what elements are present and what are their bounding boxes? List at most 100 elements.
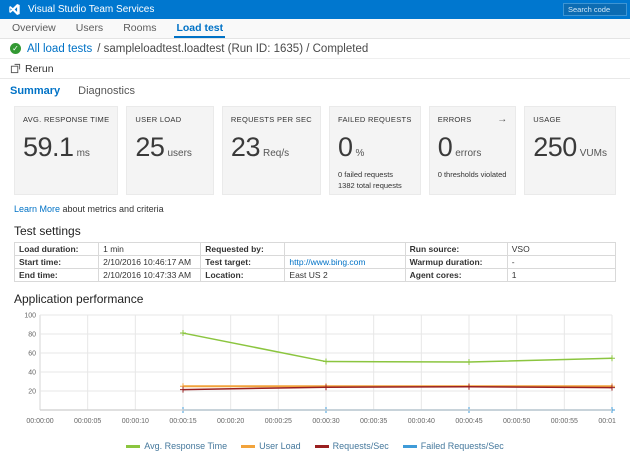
nav-item-overview[interactable]: Overview [12,21,56,34]
setting-value: East US 2 [284,268,406,282]
card-title: ERRORS [437,115,472,124]
svg-text:00:00:35: 00:00:35 [360,418,387,425]
setting-label: Location: [200,268,286,282]
card-subtext: 0 failed requests [338,170,394,179]
card-title: USAGE [533,115,561,124]
card-title: AVG. RESPONSE TIME [23,115,110,124]
product-title: Visual Studio Team Services [28,4,155,15]
test-target-link[interactable]: http://www.bing.com [289,257,366,267]
legend-swatch [126,444,141,448]
rerun-button[interactable]: Rerun [10,63,54,75]
setting-label: Warmup duration: [404,255,508,269]
legend-label: Avg. Response Time [144,441,228,451]
setting-value: 2/10/2016 10:46:17 AM [98,255,202,269]
card-value: 23 [230,132,261,162]
nav-item-rooms[interactable]: Rooms [123,21,157,34]
svg-text:20: 20 [28,389,36,396]
hub-nav: Overview Users Rooms Load test [0,19,630,39]
card-avg-response-time: AVG. RESPONSE TIME 59.1 ms [14,106,119,195]
learn-more-row: Learn More about metrics and criteria [0,195,630,214]
table-row: Start time: 2/10/2016 10:46:17 AM Test t… [13,255,617,269]
rerun-label: Rerun [25,62,54,75]
card-unit: VUMs [579,148,607,159]
svg-text:00:00:10: 00:00:10 [122,418,149,425]
card-user-load: USER LOAD 25 users [126,106,214,195]
test-settings-heading: Test settings [14,224,81,238]
card-errors: ERRORS → 0 errors 0 thresholds violated [428,106,517,195]
card-value: 0 [437,132,453,162]
svg-text:00:00:15: 00:00:15 [169,418,196,425]
svg-text:80: 80 [28,332,36,339]
application-performance-chart: 00:00:00 00:00:05 00:00:10 00:00:15 00:00:20… [24,313,625,426]
toolbar: Rerun [0,59,630,79]
learn-more-text: about metrics and criteria [60,204,164,214]
table-row: Load duration: 1 min Requested by: Run s… [13,242,617,256]
card-unit: Req/s [262,148,290,159]
tab-diagnostics[interactable]: Diagnostics [78,85,135,97]
setting-label: Run source: [404,242,508,256]
setting-label: End time: [13,268,100,282]
legend-item: Avg. Response Time [126,441,227,451]
legend-label: User Load [259,441,301,451]
svg-text:100: 100 [24,313,36,320]
svg-text:00:00:05: 00:00:05 [74,418,101,425]
card-value: 25 [135,132,165,162]
svg-text:00:00:55: 00:00:55 [551,418,578,425]
top-header: Visual Studio Team Services [0,0,630,19]
card-usage: USAGE 250 VUMs [524,106,616,195]
test-settings-table: Load duration: 1 min Requested by: Run s… [13,242,617,282]
nav-item-users[interactable]: Users [75,21,104,34]
setting-value: 1 min [98,242,202,256]
card-unit: ms [76,148,90,159]
card-value: 0 [338,132,353,162]
setting-value [284,242,406,256]
card-value: 59.1 [23,132,74,162]
errors-drilldown-arrow-icon[interactable]: → [497,114,508,125]
card-subtext: 1382 total requests [338,180,402,190]
setting-label: Agent cores: [404,268,508,282]
svg-text:00:00:25: 00:00:25 [265,418,292,425]
legend-item: Requests/Sec [314,441,389,451]
legend-item: User Load [241,441,301,451]
success-check-icon: ✓ [10,43,21,54]
legend-label: Requests/Sec [332,441,389,451]
svg-text:00:00:45: 00:00:45 [455,418,482,425]
result-tabs: Summary Diagnostics [0,79,630,101]
card-title: FAILED REQUESTS [338,115,412,124]
legend-swatch [314,444,329,448]
setting-label: Test target: [200,255,286,269]
visual-studio-logo [9,3,20,16]
card-requests-per-sec: REQUESTS PER SEC 23 Req/s [221,106,321,195]
legend-swatch [402,444,417,448]
breadcrumb-all-load-tests-link[interactable]: All load tests [27,42,93,55]
chart-container: 00:00:00 00:00:05 00:00:10 00:00:15 00:00:20… [14,310,625,452]
setting-value: 1 [506,268,617,282]
search-input[interactable] [563,3,627,16]
metric-cards: AVG. RESPONSE TIME 59.1 ms USER LOAD 25 … [0,101,630,195]
nav-item-load-test[interactable]: Load test [174,19,226,38]
svg-text:00:00:20: 00:00:20 [217,418,244,425]
card-title: USER LOAD [135,115,182,124]
card-unit: % [355,148,365,159]
card-title: REQUESTS PER SEC [230,115,312,124]
svg-text:00:00:30: 00:00:30 [312,418,339,425]
setting-label: Start time: [13,255,100,269]
tab-summary[interactable]: Summary [10,85,61,97]
card-subtext: 0 thresholds violated [437,170,507,179]
setting-value: - [506,255,617,269]
rerun-icon [10,63,21,74]
legend-swatch [241,444,256,448]
setting-value: VSO [506,242,617,256]
setting-value: 2/10/2016 10:47:33 AM [98,268,202,282]
application-performance-heading: Application performance [14,292,144,306]
legend-label: Failed Requests/Sec [420,441,504,451]
svg-text:00:00:50: 00:00:50 [503,418,530,425]
card-unit: users [167,148,192,159]
svg-text:00:01:00: 00:01:00 [598,418,616,425]
learn-more-link[interactable]: Learn More [14,204,61,214]
table-row: End time: 2/10/2016 10:47:33 AM Location… [13,268,617,282]
card-unit: errors [455,148,482,159]
breadcrumb: ✓ All load tests / sampleloadtest.loadte… [0,39,630,59]
card-value: 250 [533,132,577,162]
svg-text:00:00:00: 00:00:00 [26,418,53,425]
